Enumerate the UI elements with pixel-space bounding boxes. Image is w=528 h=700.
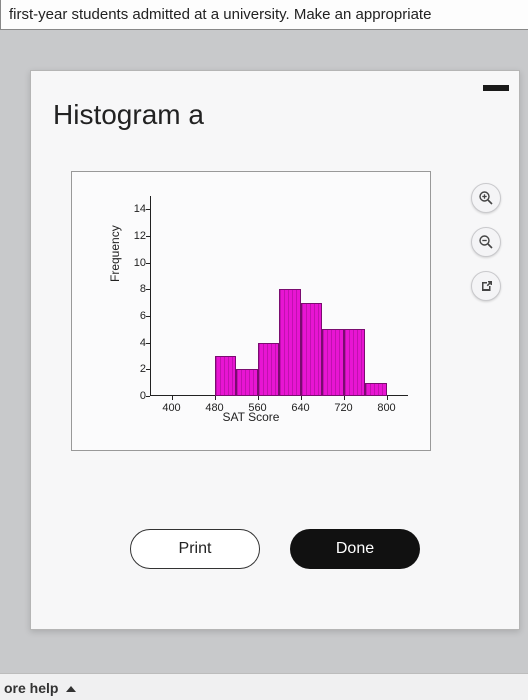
histogram-bar <box>344 329 366 396</box>
done-button[interactable]: Done <box>290 529 420 569</box>
y-axis-label: Frequency <box>108 225 122 282</box>
zoom-out-icon[interactable] <box>471 227 501 257</box>
y-tick-label: 0 <box>126 390 146 402</box>
x-tick-mark <box>301 396 302 400</box>
y-tick-label: 12 <box>126 230 146 242</box>
y-tick-mark <box>146 236 150 237</box>
zoom-in-icon[interactable] <box>471 183 501 213</box>
dialog-buttons: Print Done <box>31 529 519 569</box>
histogram-bar <box>236 369 258 396</box>
more-help-label: ore help <box>4 680 58 696</box>
histogram-bar <box>365 383 387 396</box>
histogram-dialog: Histogram a 0246810121440048056064072080… <box>30 70 520 630</box>
chart-tools <box>471 183 501 301</box>
y-tick-mark <box>146 396 150 397</box>
chart-frame: 02468101214400480560640720800 Frequency … <box>71 171 431 451</box>
x-tick-mark <box>387 396 388 400</box>
y-tick-mark <box>146 343 150 344</box>
y-tick-mark <box>146 369 150 370</box>
y-tick-label: 10 <box>126 257 146 269</box>
histogram-bar <box>301 303 323 396</box>
histogram-bar <box>258 343 280 396</box>
caret-up-icon <box>66 686 76 692</box>
histogram-bar <box>322 329 344 396</box>
plot-area: 02468101214400480560640720800 <box>150 196 408 396</box>
open-new-icon[interactable] <box>471 271 501 301</box>
y-axis <box>150 196 151 396</box>
y-tick-mark <box>146 209 150 210</box>
x-tick-mark <box>215 396 216 400</box>
more-help-toggle[interactable]: ore help <box>0 673 528 700</box>
histogram-bar <box>215 356 237 396</box>
x-tick-mark <box>172 396 173 400</box>
histogram-bar <box>279 289 301 396</box>
y-tick-mark <box>146 289 150 290</box>
y-tick-label: 8 <box>126 283 146 295</box>
x-axis-label: SAT Score <box>72 410 430 424</box>
y-tick-label: 6 <box>126 310 146 322</box>
context-text: first-year students admitted at a univer… <box>0 0 528 30</box>
minimize-icon[interactable] <box>483 85 509 91</box>
y-tick-label: 14 <box>126 203 146 215</box>
dialog-title: Histogram a <box>53 99 204 131</box>
print-button[interactable]: Print <box>130 529 260 569</box>
x-tick-mark <box>258 396 259 400</box>
y-tick-mark <box>146 263 150 264</box>
y-tick-label: 2 <box>126 363 146 375</box>
y-tick-label: 4 <box>126 337 146 349</box>
x-tick-mark <box>344 396 345 400</box>
y-tick-mark <box>146 316 150 317</box>
